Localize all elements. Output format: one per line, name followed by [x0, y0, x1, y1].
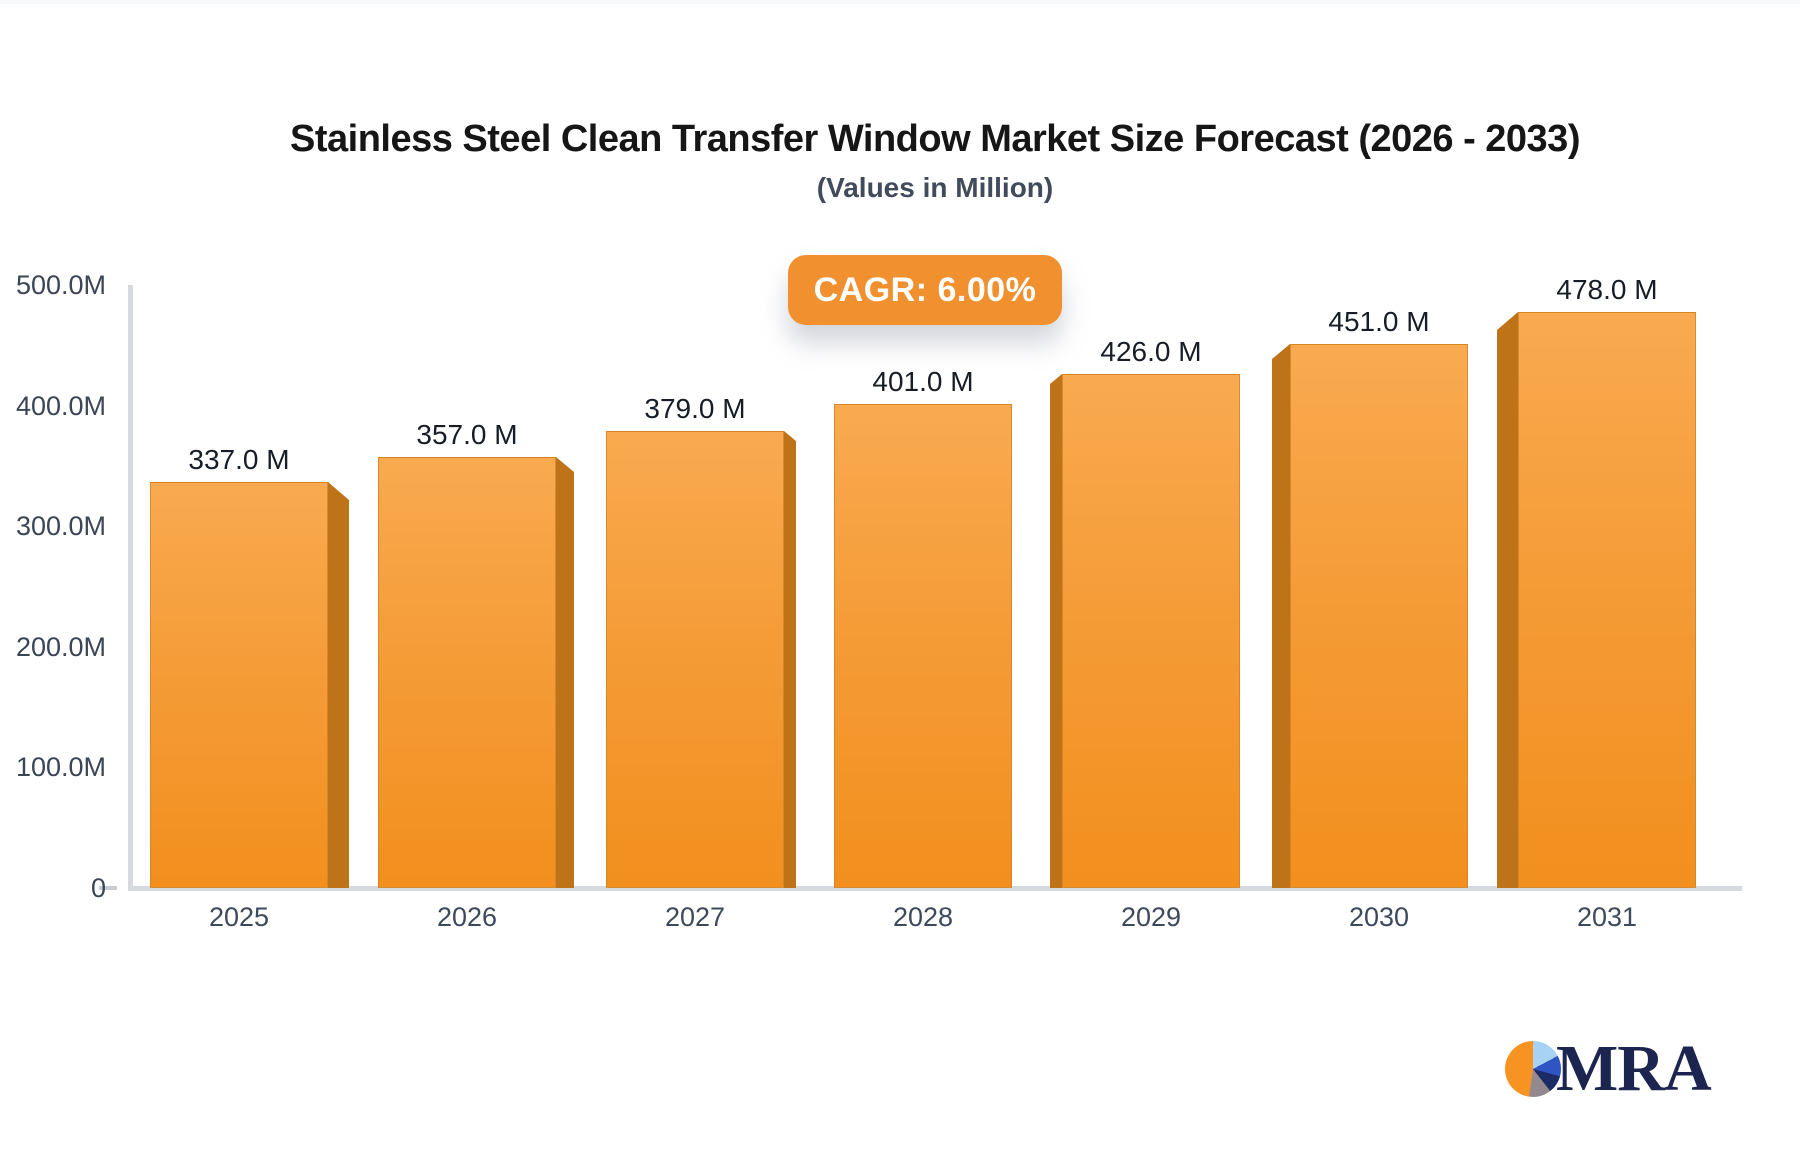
- y-tick-label: 100.0M: [15, 752, 106, 782]
- bar-2030: [1290, 344, 1468, 888]
- y-axis-line: [128, 285, 133, 891]
- bar-side-3d: [328, 482, 349, 888]
- y-tick-label: 200.0M: [15, 632, 106, 662]
- bar-value-label: 357.0 M: [416, 419, 518, 450]
- bar-2026: [378, 457, 556, 888]
- bar-side-3d: [1272, 344, 1290, 888]
- bar-side-3d: [784, 431, 796, 888]
- logo-text: MRA: [1556, 1032, 1712, 1105]
- chart-subtitle: (Values in Million): [816, 172, 1054, 203]
- bar-2027: [606, 431, 784, 888]
- y-tick-label: 400.0M: [15, 391, 106, 421]
- bar-value-label: 426.0 M: [1100, 336, 1202, 367]
- bar-value-label: 478.0 M: [1556, 274, 1658, 305]
- chart-title: Stainless Steel Clean Transfer Window Ma…: [290, 118, 1580, 160]
- bar-side-3d: [556, 457, 574, 888]
- y-tick-label: 500.0M: [15, 270, 106, 300]
- x-tick-label: 2026: [436, 902, 498, 932]
- x-tick-label: 2031: [1576, 902, 1638, 932]
- bar-2028: [834, 404, 1012, 888]
- x-tick-label: 2029: [1120, 902, 1182, 932]
- x-tick-label: 2027: [664, 902, 726, 932]
- bar-side-3d: [1497, 312, 1518, 888]
- cagr-badge: CAGR: 6.00%: [788, 255, 1062, 325]
- x-tick-label: 2025: [208, 902, 270, 932]
- pie-chart-icon: [1505, 1041, 1561, 1097]
- bar-value-label: 337.0 M: [188, 444, 290, 475]
- top-edge-strip: [0, 0, 1800, 4]
- y-tick-label: 300.0M: [15, 511, 106, 541]
- x-tick-label: 2030: [1348, 902, 1410, 932]
- bar-value-label: 451.0 M: [1328, 306, 1430, 337]
- mra-logo: MRA: [1505, 1032, 1712, 1105]
- bar-2029: [1062, 374, 1240, 888]
- bar-value-label: 379.0 M: [644, 393, 746, 424]
- zero-tick-mark: [99, 886, 117, 890]
- bar-value-label: 401.0 M: [872, 366, 974, 397]
- y-tick-label: 0: [90, 873, 106, 903]
- bar-2031: [1518, 312, 1696, 888]
- x-axis-baseline: [128, 886, 1742, 891]
- x-tick-label: 2028: [892, 902, 954, 932]
- bar-side-3d: [1050, 374, 1062, 888]
- bar-2025: [150, 482, 328, 888]
